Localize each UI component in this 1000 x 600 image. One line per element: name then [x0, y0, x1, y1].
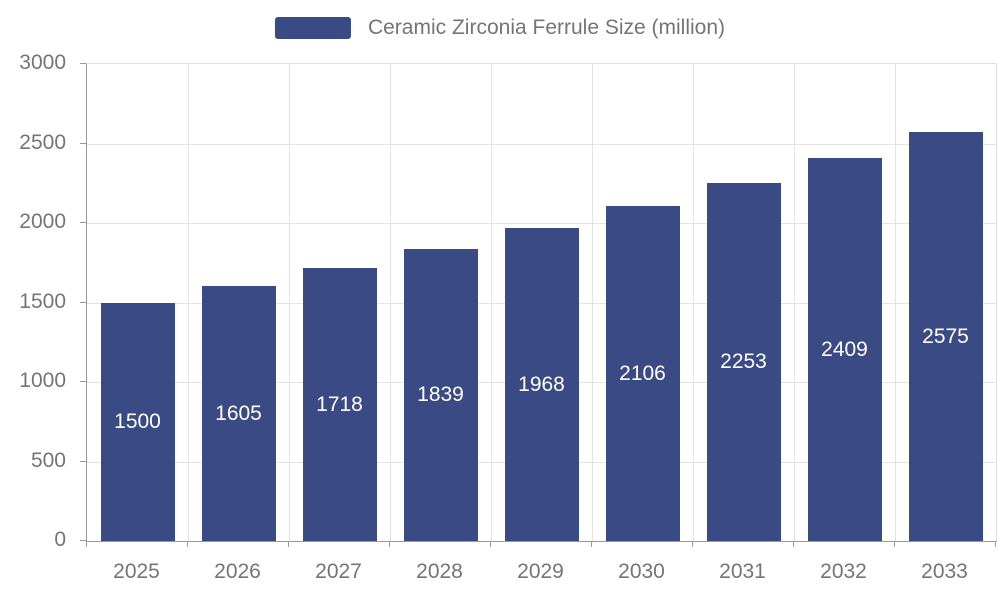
bar-value-label: 1968: [518, 373, 565, 397]
bar-2033: 2575: [908, 131, 983, 541]
y-axis-label: 2000: [19, 210, 66, 233]
bar-value-label: 1718: [316, 392, 363, 416]
v-gridline: [491, 64, 492, 541]
h-gridline: [87, 143, 996, 145]
x-axis-tick: [288, 541, 289, 547]
x-axis-label: 2032: [820, 560, 867, 583]
bar-value-label: 1605: [215, 401, 262, 425]
bar-2031: 2253: [706, 182, 781, 541]
v-gridline: [188, 64, 189, 541]
bar-2028: 1839: [403, 248, 478, 541]
y-axis-label: 1000: [19, 369, 66, 392]
x-axis-tick: [490, 541, 491, 547]
y-axis-tick: [80, 301, 86, 303]
x-axis-tick: [894, 541, 895, 547]
y-axis-tick: [80, 460, 86, 462]
v-gridline: [592, 64, 593, 541]
bar-value-label: 1839: [417, 383, 464, 407]
y-axis-tick: [80, 540, 86, 541]
y-axis-label: 0: [54, 528, 66, 551]
v-gridline: [289, 64, 290, 541]
x-axis-label: 2026: [214, 560, 261, 583]
x-axis-label: 2033: [921, 560, 968, 583]
y-axis-label: 2500: [19, 130, 66, 154]
h-gridline: [87, 223, 996, 224]
x-axis-label: 2031: [719, 560, 766, 583]
x-axis-label: 2029: [517, 560, 564, 583]
v-gridline: [390, 64, 391, 541]
bar-2030: 2106: [605, 206, 680, 541]
bar-2027: 1718: [302, 267, 377, 541]
legend-item[interactable]: Ceramic Zirconia Ferrule Size (million): [274, 16, 726, 40]
v-gridline: [895, 64, 896, 541]
bar-value-label: 2409: [821, 337, 868, 361]
x-axis-label: 2030: [618, 560, 665, 583]
y-axis-tick: [80, 381, 86, 382]
legend-swatch: [274, 17, 351, 39]
bar-2032: 2409: [807, 157, 882, 541]
x-axis-tick: [591, 541, 592, 547]
bar-2029: 1968: [504, 228, 579, 541]
bar-value-label: 2253: [720, 350, 767, 374]
x-axis-tick: [187, 541, 188, 547]
x-axis-tick: [793, 541, 794, 547]
x-axis-tick: [389, 541, 390, 547]
x-axis-tick: [995, 541, 996, 547]
v-gridline: [794, 64, 795, 541]
bar-value-label: 1500: [114, 410, 161, 434]
bar-value-label: 2575: [922, 324, 969, 348]
x-axis-label: 2027: [315, 560, 362, 583]
y-axis-tick: [80, 63, 86, 64]
y-axis-tick: [80, 222, 86, 223]
y-axis-label: 1500: [19, 289, 66, 313]
x-axis-tick: [692, 541, 693, 547]
x-axis-label: 2028: [416, 560, 463, 583]
y-axis-label: 3000: [19, 51, 66, 74]
v-gridline: [693, 64, 694, 541]
x-axis-tick: [86, 541, 87, 547]
x-axis-label: 2025: [113, 560, 160, 583]
plot-area: 1500 1605 1718 1839 1968 2106 2253 2409 2575: [86, 63, 997, 542]
bar-value-label: 2106: [619, 362, 666, 386]
y-axis-tick: [80, 142, 86, 144]
y-axis-label: 500: [30, 448, 66, 472]
legend-label: Ceramic Zirconia Ferrule Size (million): [367, 16, 726, 39]
bar-2025: 1500: [100, 302, 175, 541]
bar-2026: 1605: [201, 285, 276, 541]
